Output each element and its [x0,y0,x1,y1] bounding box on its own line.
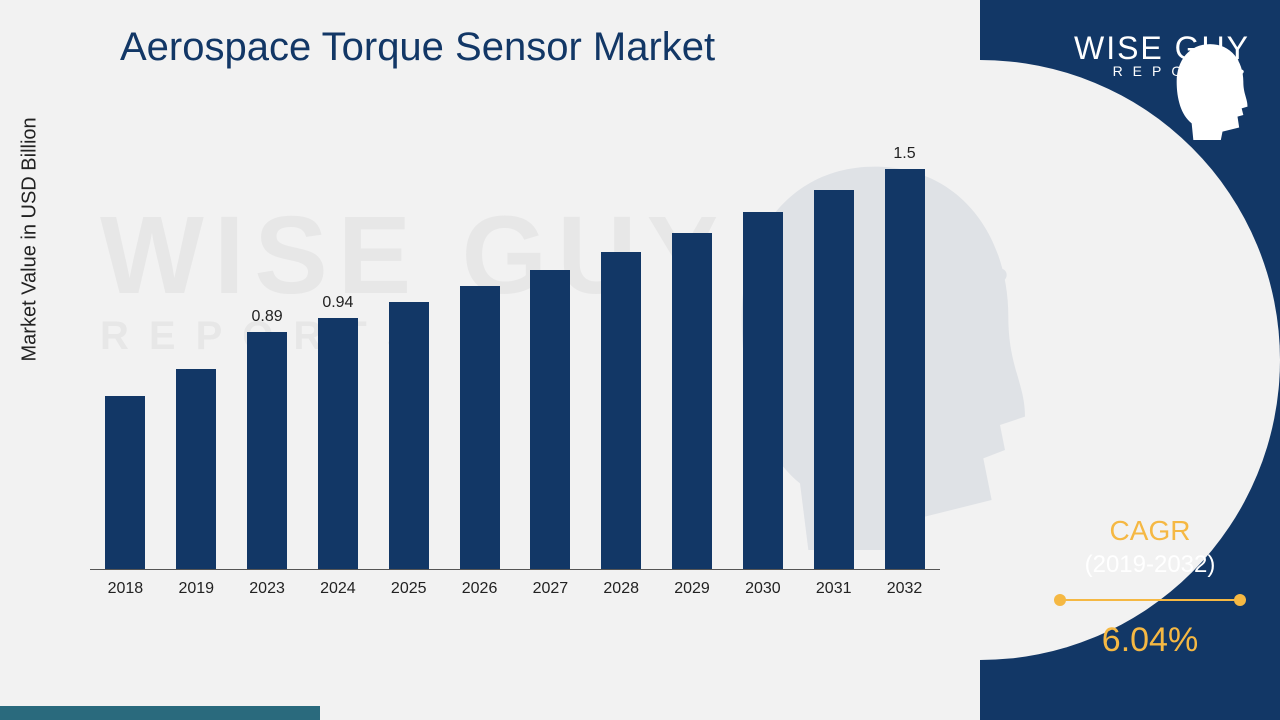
bar-group [798,190,869,569]
bar-group: 0.89 [232,332,303,569]
bar-group [444,286,515,569]
logo-head-icon [1160,40,1260,140]
bar [743,212,783,569]
bar [318,318,358,569]
bar [389,302,429,569]
y-axis-label: Market Value in USD Billion [19,117,42,361]
bar-group: 0.94 [302,318,373,569]
x-axis-label: 2029 [657,580,728,610]
bar [247,332,287,569]
x-axis-label: 2024 [302,580,373,610]
x-axis-label: 2023 [232,580,303,610]
bar-group: 1.5 [869,169,940,569]
bar-group [657,233,728,569]
cagr-title: CAGR [1060,515,1240,547]
bottom-accent-bar [0,706,320,720]
bar [176,369,216,569]
bar-value-label: 0.94 [322,294,353,312]
x-axis-label: 2031 [798,580,869,610]
x-axis-labels: 2018201920232024202520262027202820292030… [90,580,940,610]
bar-group [727,212,798,569]
bar-value-label: 1.5 [893,145,915,163]
bar [814,190,854,569]
bars-area: 0.890.941.5 [90,150,940,570]
bar [672,233,712,569]
bar [105,396,145,569]
bar-group [515,270,586,569]
x-axis-label: 2018 [90,580,161,610]
chart-container: Market Value in USD Billion 0.890.941.5 … [40,150,940,610]
x-axis-label: 2025 [373,580,444,610]
bar-value-label: 0.89 [251,308,282,326]
brand-logo: WISE GUY REPORTS [1074,30,1250,79]
cagr-divider [1060,599,1240,601]
x-axis-label: 2030 [727,580,798,610]
x-axis-label: 2026 [444,580,515,610]
bar-group [373,302,444,569]
cagr-value: 6.04% [1060,621,1240,660]
bar [530,270,570,569]
bar [460,286,500,569]
cagr-period: (2019-2032) [1060,551,1240,579]
x-axis-label: 2032 [869,580,940,610]
bar [601,252,641,569]
bar [885,169,925,569]
bar-group [161,369,232,569]
bar-group [90,396,161,569]
x-axis-label: 2027 [515,580,586,610]
chart-title: Aerospace Torque Sensor Market [120,25,715,70]
x-axis-label: 2019 [161,580,232,610]
cagr-block: CAGR (2019-2032) 6.04% [1060,515,1240,660]
bar-group [586,252,657,569]
x-axis-label: 2028 [586,580,657,610]
